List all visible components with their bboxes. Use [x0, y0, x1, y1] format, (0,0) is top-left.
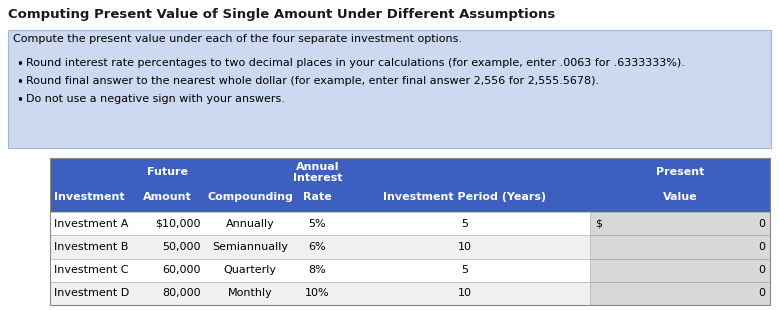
Text: Monthly: Monthly [227, 288, 273, 298]
Text: 0: 0 [758, 219, 765, 229]
Text: Amount: Amount [143, 192, 192, 202]
Text: Investment: Investment [54, 192, 125, 202]
Text: Compounding: Compounding [207, 192, 293, 202]
Text: 0: 0 [758, 288, 765, 298]
Bar [590, 282, 770, 305]
Text: 80,000: 80,000 [162, 288, 201, 298]
Text: •: • [16, 94, 23, 107]
Text: 5%: 5% [308, 219, 326, 229]
Text: 5: 5 [461, 265, 468, 275]
Text: Computing Present Value of Single Amount Under Different Assumptions: Computing Present Value of Single Amount… [8, 8, 555, 21]
Bar [590, 235, 770, 259]
Text: Rate: Rate [303, 192, 332, 202]
Text: 0: 0 [758, 242, 765, 252]
Text: Do not use a negative sign with your answers.: Do not use a negative sign with your ans… [26, 94, 285, 104]
Text: •: • [16, 58, 23, 71]
Text: 60,000: 60,000 [163, 265, 201, 275]
Text: $: $ [595, 219, 602, 229]
Text: Investment A: Investment A [54, 219, 129, 229]
Text: Investment C: Investment C [54, 265, 129, 275]
Bar [50, 212, 770, 235]
Text: Annual: Annual [296, 162, 339, 172]
Text: Present: Present [656, 167, 704, 177]
Text: Quarterly: Quarterly [224, 265, 277, 275]
Bar [8, 30, 771, 148]
Bar [50, 235, 770, 259]
Text: Investment B: Investment B [54, 242, 129, 252]
Text: 8%: 8% [308, 265, 326, 275]
Bar [590, 212, 770, 235]
Text: 10: 10 [458, 288, 472, 298]
Text: Round final answer to the nearest whole dollar (for example, enter final answer : Round final answer to the nearest whole … [26, 76, 599, 86]
Text: Round interest rate percentages to two decimal places in your calculations (for : Round interest rate percentages to two d… [26, 58, 685, 68]
Text: 10%: 10% [305, 288, 330, 298]
Bar [50, 282, 770, 305]
Text: Value: Value [663, 192, 697, 202]
Text: $10,000: $10,000 [156, 219, 201, 229]
Bar [50, 259, 770, 282]
Text: Annually: Annually [226, 219, 274, 229]
Text: Semiannually: Semiannually [212, 242, 288, 252]
Bar [590, 259, 770, 282]
Text: Interest: Interest [293, 173, 342, 183]
Bar [50, 158, 770, 212]
Text: 50,000: 50,000 [163, 242, 201, 252]
Text: •: • [16, 76, 23, 89]
Text: Future: Future [147, 167, 188, 177]
Text: Investment D: Investment D [54, 288, 129, 298]
Text: 6%: 6% [308, 242, 326, 252]
Text: Investment Period (Years): Investment Period (Years) [383, 192, 547, 202]
Text: 5: 5 [461, 219, 468, 229]
Text: Compute the present value under each of the four separate investment options.: Compute the present value under each of … [13, 34, 462, 44]
Text: 0: 0 [758, 265, 765, 275]
Text: 10: 10 [458, 242, 472, 252]
